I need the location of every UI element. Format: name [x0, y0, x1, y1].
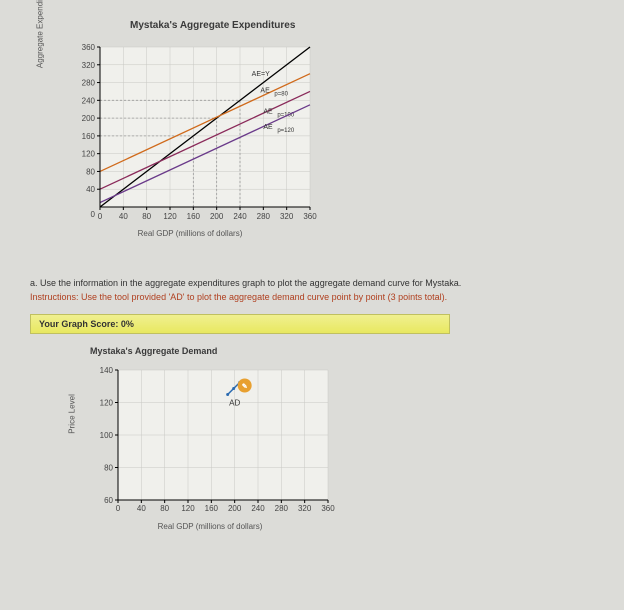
svg-text:80: 80 — [86, 167, 95, 176]
svg-text:✎: ✎ — [242, 383, 248, 391]
svg-text:0: 0 — [98, 212, 103, 221]
svg-text:120: 120 — [100, 399, 114, 408]
svg-text:AE=Y: AE=Y — [252, 71, 270, 78]
chart1-title: Mystaka's Aggregate Expenditures — [130, 20, 594, 31]
svg-text:80: 80 — [142, 212, 151, 221]
svg-text:100: 100 — [100, 431, 114, 440]
question-text: a. Use the information in the aggregate … — [30, 278, 594, 288]
svg-text:240: 240 — [233, 212, 247, 221]
chart2-ylabel: Price Level — [68, 394, 77, 434]
svg-text:280: 280 — [257, 212, 271, 221]
svg-text:240: 240 — [251, 504, 265, 513]
svg-text:120: 120 — [163, 212, 177, 221]
svg-text:200: 200 — [82, 114, 96, 123]
svg-text:140: 140 — [100, 366, 114, 375]
svg-text:160: 160 — [187, 212, 201, 221]
svg-text:240: 240 — [82, 96, 96, 105]
chart1-ylabel: Aggregate Expenditures (millions of doll… — [36, 0, 45, 68]
svg-text:160: 160 — [205, 504, 219, 513]
svg-text:360: 360 — [303, 212, 317, 221]
svg-text:120: 120 — [181, 504, 195, 513]
svg-text:0: 0 — [91, 210, 96, 219]
svg-text:80: 80 — [160, 504, 169, 513]
svg-text:40: 40 — [86, 185, 95, 194]
svg-text:280: 280 — [82, 79, 96, 88]
chart2-xlabel: Real GDP (millions of dollars) — [90, 522, 330, 531]
svg-text:200: 200 — [228, 504, 242, 513]
svg-text:200: 200 — [210, 212, 224, 221]
svg-text:40: 40 — [137, 504, 146, 513]
svg-text:p=80: p=80 — [274, 91, 288, 97]
svg-text:40: 40 — [119, 212, 128, 221]
svg-text:120: 120 — [82, 150, 96, 159]
svg-text:AE: AE — [263, 109, 273, 116]
svg-text:p=120: p=120 — [277, 128, 295, 134]
svg-text:AE: AE — [260, 87, 270, 94]
graph-score-badge: Your Graph Score: 0% — [30, 314, 450, 334]
chart1-plot: AE=YAEp=80AEp=100AEp=1200408012016020024… — [70, 43, 370, 225]
svg-text:280: 280 — [275, 504, 289, 513]
svg-text:0: 0 — [116, 504, 121, 513]
svg-text:AE: AE — [263, 124, 273, 131]
svg-text:60: 60 — [104, 496, 113, 505]
chart2-title: Mystaka's Aggregate Demand — [90, 346, 594, 356]
chart1-xlabel: Real GDP (millions of dollars) — [70, 229, 310, 238]
svg-text:320: 320 — [298, 504, 312, 513]
svg-text:320: 320 — [280, 212, 294, 221]
chart2-container: Price Level 0408012016020024028032036060… — [90, 366, 594, 531]
chart1-container: Aggregate Expenditures (millions of doll… — [70, 43, 594, 238]
svg-text:360: 360 — [82, 43, 96, 52]
svg-text:80: 80 — [104, 464, 113, 473]
svg-text:AD: AD — [229, 399, 240, 408]
svg-text:160: 160 — [82, 132, 96, 141]
instructions-text: Instructions: Use the tool provided 'AD'… — [30, 292, 594, 302]
svg-text:360: 360 — [321, 504, 335, 513]
svg-text:320: 320 — [82, 61, 96, 70]
chart2-plot[interactable]: 0 40 80 120 160 200 240 280 320 360 60 80 100 120 140 ✎… — [90, 366, 338, 518]
